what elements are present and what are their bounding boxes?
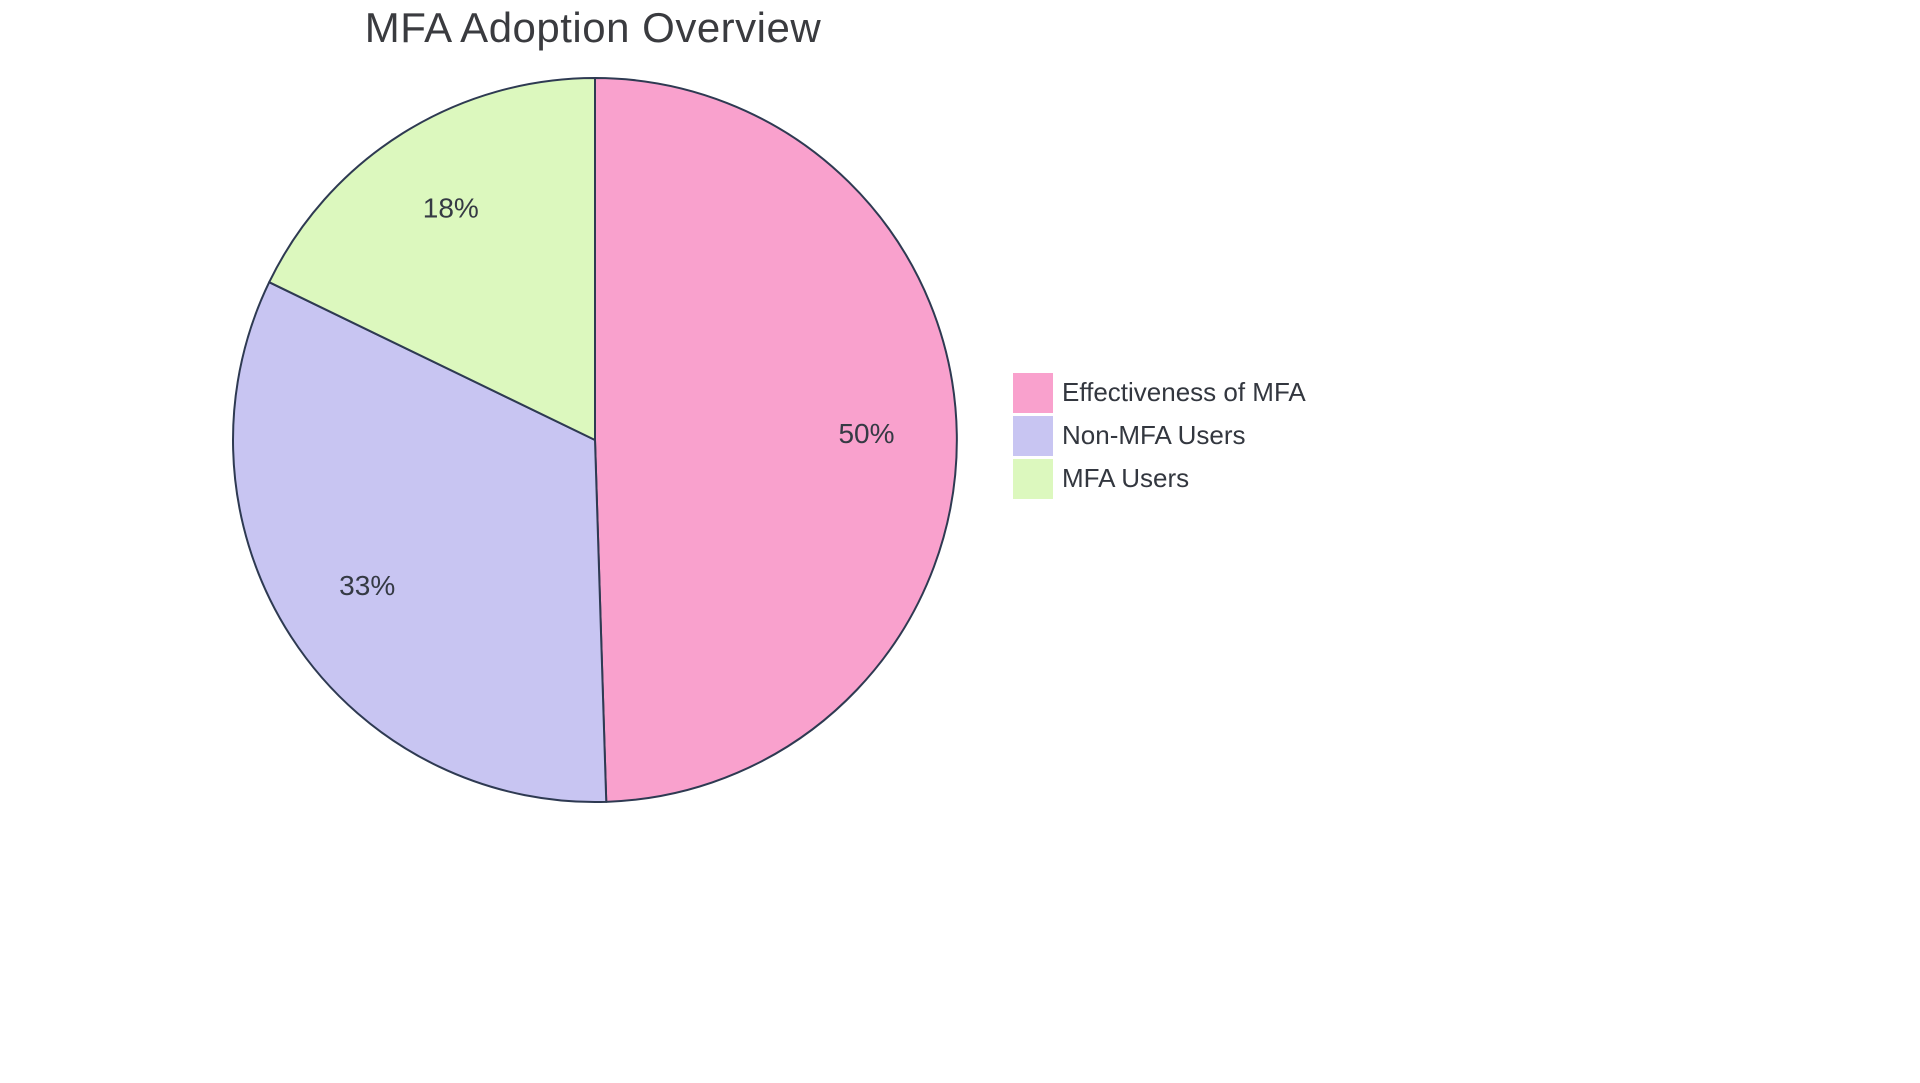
legend-item-non-mfa-users: Non-MFA Users	[1013, 415, 1306, 456]
pie-slice-2	[268, 77, 596, 441]
legend-swatch	[1013, 415, 1053, 456]
pie-slice-1	[232, 281, 608, 803]
pie-slice-0	[594, 77, 958, 803]
pie-slice-percent-label: 33%	[339, 570, 395, 601]
legend-item-mfa-users: MFA Users	[1013, 458, 1306, 499]
chart-legend: Effectiveness of MFA Non-MFA Users MFA U…	[1013, 372, 1306, 499]
legend-label: Effectiveness of MFA	[1062, 377, 1306, 407]
pie-slice-percent-label: 50%	[838, 418, 894, 449]
legend-swatch	[1013, 372, 1053, 413]
pie-slice-percent-label: 18%	[423, 192, 479, 223]
legend-item-effectiveness-of-mfa: Effectiveness of MFA	[1013, 372, 1306, 413]
chart-title: MFA Adoption Overview	[364, 4, 822, 51]
legend-label: Non-MFA Users	[1062, 420, 1246, 450]
legend-swatch	[1013, 458, 1053, 499]
legend-label: MFA Users	[1062, 463, 1190, 493]
